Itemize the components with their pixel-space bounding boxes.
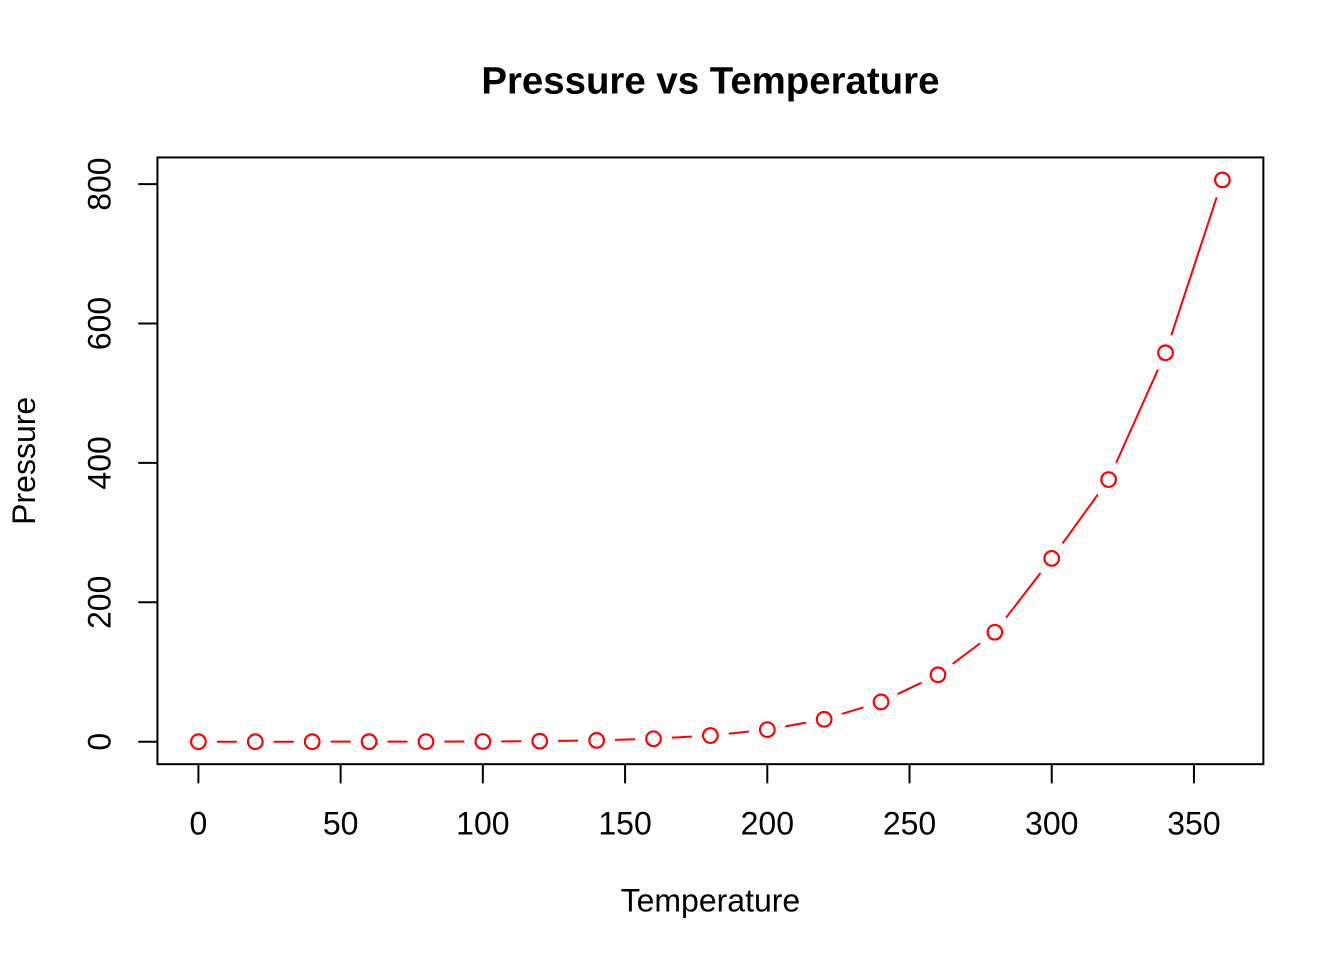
svg-text:800: 800 <box>82 157 118 210</box>
svg-text:Pressure: Pressure <box>6 397 42 525</box>
svg-text:150: 150 <box>598 805 651 841</box>
svg-text:400: 400 <box>82 436 118 489</box>
svg-text:Pressure vs Temperature: Pressure vs Temperature <box>481 59 939 102</box>
svg-text:50: 50 <box>323 805 359 841</box>
svg-text:600: 600 <box>82 297 118 350</box>
svg-text:0: 0 <box>82 733 118 751</box>
svg-text:0: 0 <box>190 805 208 841</box>
svg-text:Temperature: Temperature <box>621 882 801 918</box>
svg-text:350: 350 <box>1167 805 1220 841</box>
svg-text:100: 100 <box>456 805 509 841</box>
svg-text:300: 300 <box>1025 805 1078 841</box>
svg-text:200: 200 <box>741 805 794 841</box>
svg-text:200: 200 <box>82 576 118 629</box>
svg-text:250: 250 <box>883 805 936 841</box>
